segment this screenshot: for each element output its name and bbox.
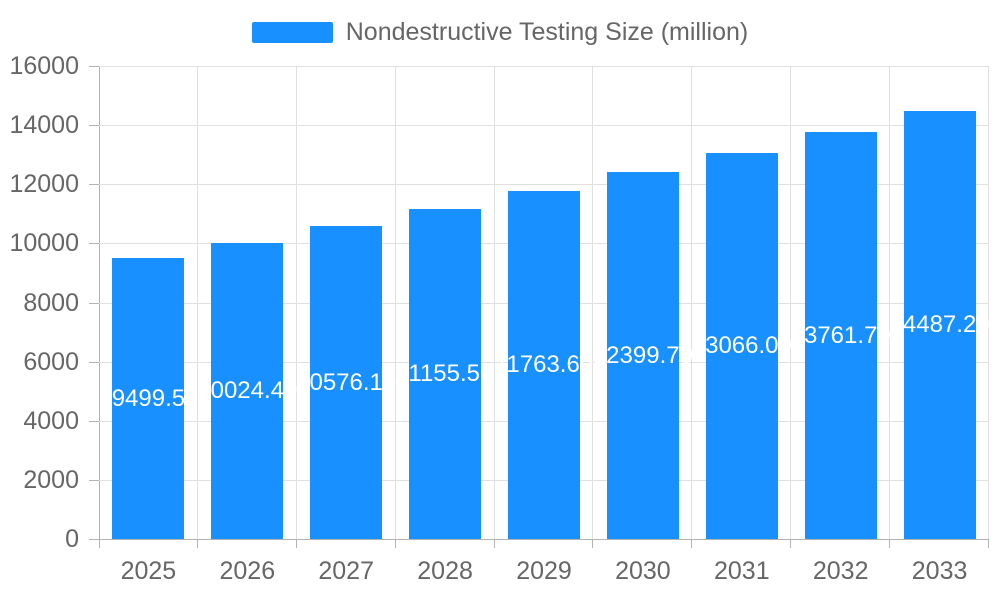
x-tick bbox=[988, 540, 989, 548]
bar-value-label: 10576.10 bbox=[296, 368, 397, 396]
x-axis-label: 2028 bbox=[417, 557, 473, 585]
y-axis-label: 2000 bbox=[23, 465, 79, 494]
bar: 12399.70 bbox=[593, 172, 693, 539]
x-axis-label: 2031 bbox=[713, 557, 770, 585]
bar-value-label: 11763.60 bbox=[494, 351, 594, 379]
legend-swatch-icon bbox=[251, 21, 333, 43]
x-axis-label: 2026 bbox=[219, 557, 276, 585]
x-axis-label: 2033 bbox=[911, 557, 968, 585]
x-gridline bbox=[394, 66, 396, 539]
y-gridline bbox=[99, 66, 989, 67]
bar-value-label: 11155.50 bbox=[396, 360, 494, 388]
bar-value-label: 13066.00 bbox=[691, 331, 792, 359]
bar: 14487.20 bbox=[890, 110, 990, 539]
x-gridline bbox=[196, 66, 198, 539]
x-tick bbox=[889, 540, 891, 548]
x-tick bbox=[295, 540, 297, 548]
x-gridline bbox=[295, 66, 297, 539]
y-tick bbox=[89, 66, 99, 67]
y-axis-label: 16000 bbox=[9, 52, 79, 80]
y-axis-label: 10000 bbox=[9, 229, 79, 258]
x-axis-label: 2025 bbox=[120, 557, 177, 585]
y-tick bbox=[89, 539, 99, 540]
bar: 11763.60 bbox=[495, 191, 593, 539]
y-tick bbox=[89, 184, 99, 186]
legend: Nondestructive Testing Size (million) bbox=[0, 19, 1000, 45]
x-axis-label: 2029 bbox=[516, 557, 572, 585]
x-tick bbox=[790, 540, 792, 548]
y-axis-label: 12000 bbox=[9, 170, 79, 199]
x-tick bbox=[592, 540, 594, 548]
x-tick bbox=[394, 540, 396, 548]
bar-value-label: 9499.5 bbox=[111, 384, 186, 412]
plot-area: 9499.5 10024.40 10576.10 11155.50 11763.60 12… bbox=[89, 66, 990, 548]
x-gridline bbox=[493, 66, 495, 539]
y-tick bbox=[89, 479, 99, 481]
y-axis-label: 6000 bbox=[23, 347, 79, 376]
x-axis-label: 2030 bbox=[615, 557, 671, 585]
legend-label: Nondestructive Testing Size (million) bbox=[345, 18, 749, 46]
x-gridline bbox=[889, 66, 891, 539]
y-tick bbox=[89, 125, 99, 127]
y-axis-label: 8000 bbox=[23, 288, 79, 317]
x-gridline bbox=[988, 66, 989, 539]
x-tick bbox=[196, 540, 198, 548]
y-gridline bbox=[99, 125, 989, 127]
x-gridline bbox=[592, 66, 594, 539]
y-tick bbox=[89, 302, 99, 304]
y-tick bbox=[89, 243, 99, 245]
bar: 10024.40 bbox=[197, 242, 297, 539]
y-axis-label: 0 bbox=[65, 525, 79, 553]
y-tick bbox=[89, 361, 99, 363]
x-axis-line bbox=[99, 539, 989, 540]
bar: 11155.50 bbox=[397, 209, 493, 539]
y-gridline bbox=[99, 184, 989, 186]
bar: 13761.70 bbox=[791, 132, 891, 539]
bar-value-label: 13761.70 bbox=[790, 321, 891, 349]
bar-value-label: 12399.70 bbox=[592, 341, 693, 369]
x-gridline bbox=[790, 66, 792, 539]
bar: 13066.00 bbox=[692, 152, 792, 539]
x-tick bbox=[691, 540, 693, 548]
legend-item[interactable]: Nondestructive Testing Size (million) bbox=[251, 18, 749, 46]
x-axis-label: 2032 bbox=[812, 557, 869, 585]
bar-value-label: 10024.40 bbox=[197, 376, 298, 404]
bar: 9499.5 bbox=[111, 258, 186, 539]
y-tick bbox=[89, 420, 99, 422]
x-tick bbox=[99, 540, 100, 548]
bar: 10576.10 bbox=[296, 226, 396, 539]
bar-value-label: 14487.20 bbox=[889, 310, 990, 338]
x-axis-label: 2027 bbox=[318, 557, 374, 585]
x-tick bbox=[493, 540, 495, 548]
y-axis-label: 4000 bbox=[23, 406, 79, 435]
y-axis-label: 14000 bbox=[9, 111, 79, 140]
x-gridline bbox=[691, 66, 693, 539]
